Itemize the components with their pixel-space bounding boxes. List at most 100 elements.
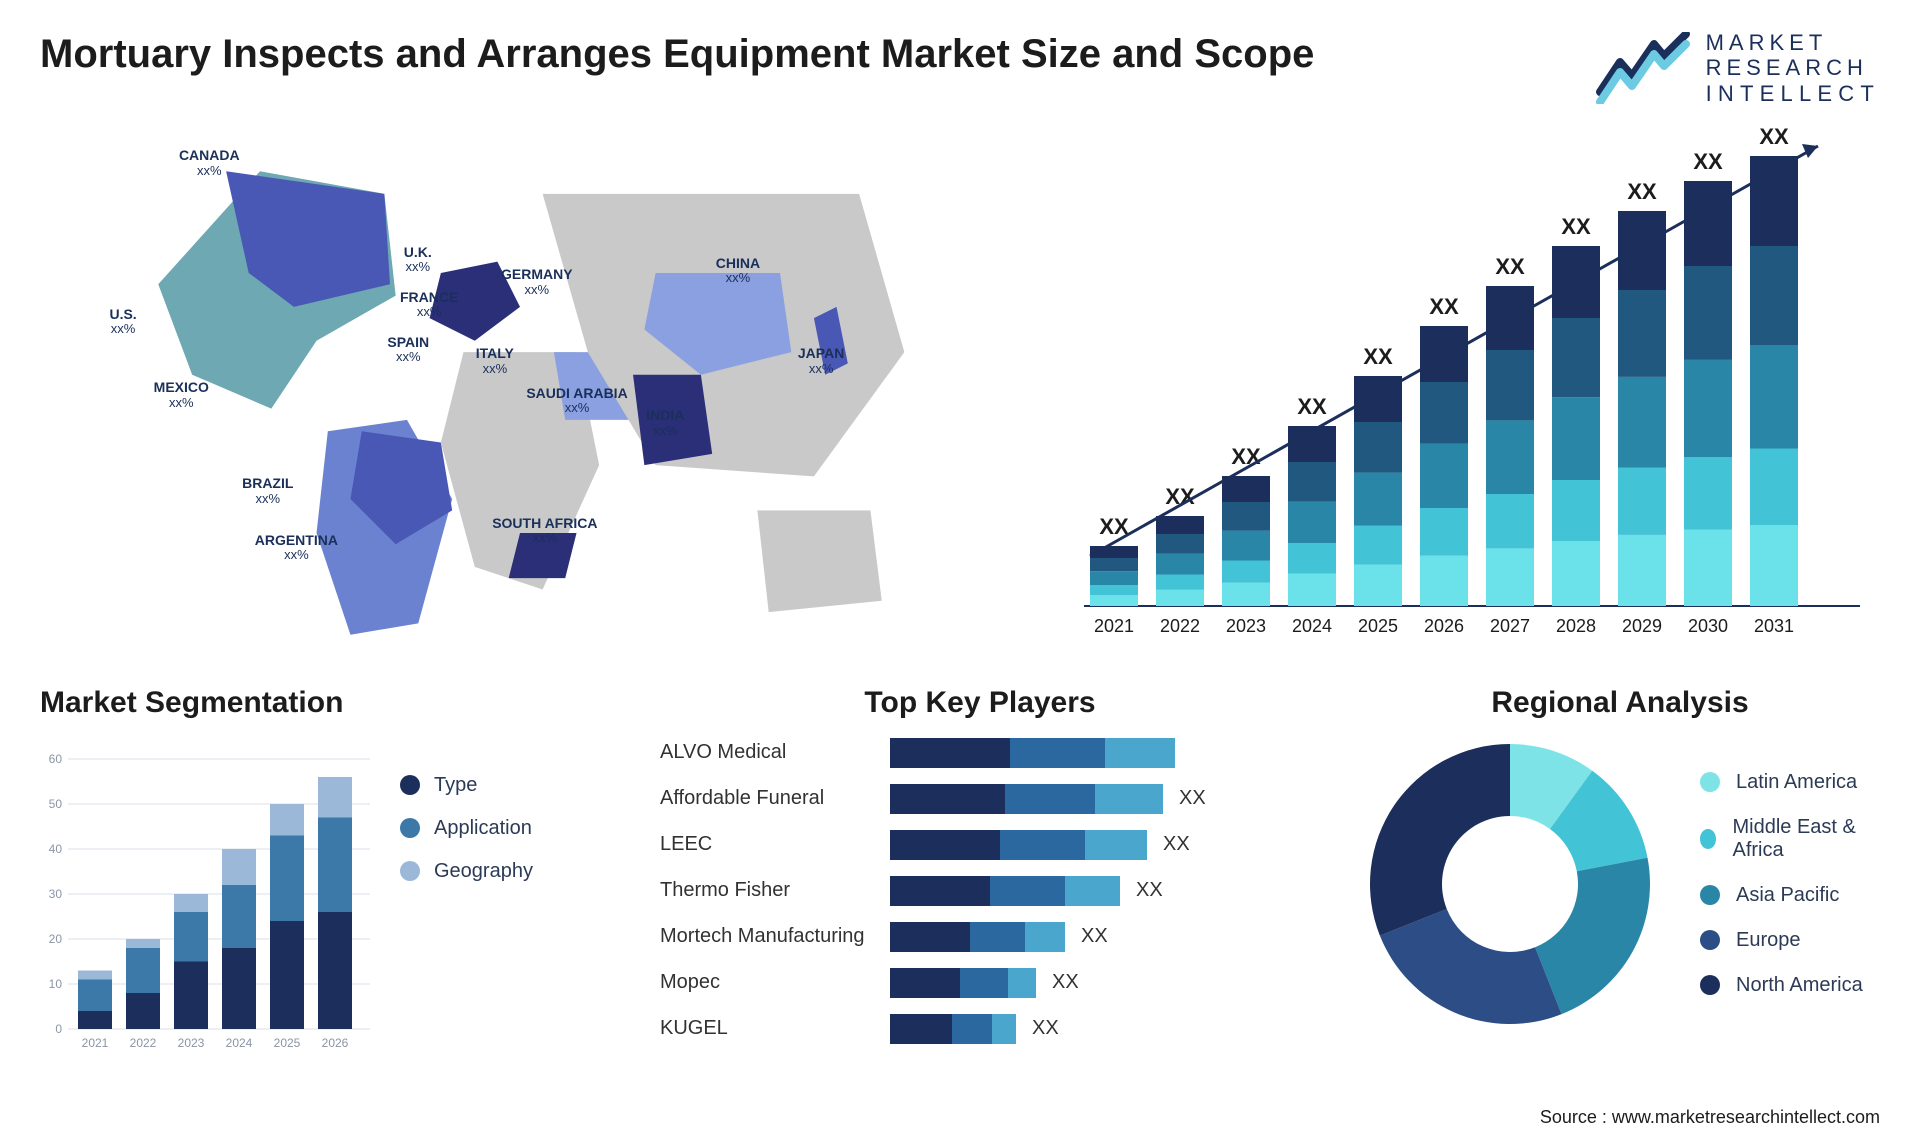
growth-bar-2031-seg3 <box>1750 246 1798 345</box>
growth-year-2025: 2025 <box>1358 616 1398 636</box>
growth-year-2026: 2026 <box>1424 616 1464 636</box>
svg-text:40: 40 <box>49 842 63 856</box>
growth-value-2030: XX <box>1693 149 1723 174</box>
growth-bar-2021-seg3 <box>1090 558 1138 571</box>
donut-slice-north-america <box>1370 744 1510 936</box>
growth-bar-2030-seg4 <box>1684 181 1732 266</box>
seg-bar-2022-type <box>126 993 160 1029</box>
growth-bar-2025-seg0 <box>1354 564 1402 605</box>
growth-bar-2029-seg2 <box>1618 377 1666 468</box>
growth-value-2025: XX <box>1363 344 1393 369</box>
kp-row-1: XX <box>890 780 1300 818</box>
kp-value-3: XX <box>1136 879 1163 902</box>
growth-value-2024: XX <box>1297 394 1327 419</box>
growth-bar-2027-seg2 <box>1486 420 1534 494</box>
seg-legend-application: Application <box>400 817 533 840</box>
svg-text:30: 30 <box>49 887 63 901</box>
growth-bar-2029-seg1 <box>1618 468 1666 535</box>
seg-legend-geography: Geography <box>400 860 533 883</box>
kp-seg-2-2 <box>1085 830 1147 860</box>
map-label-japan: JAPANxx% <box>798 346 844 376</box>
growth-value-2027: XX <box>1495 254 1525 279</box>
kp-seg-1-2 <box>1095 784 1163 814</box>
growth-bar-2026-seg1 <box>1420 508 1468 556</box>
kp-label-5: Mopec <box>660 964 870 1002</box>
growth-bar-2027-seg3 <box>1486 350 1534 420</box>
seg-bar-2021-geography <box>78 970 112 979</box>
svg-text:0: 0 <box>55 1022 62 1036</box>
map-label-saudi-arabia: SAUDI ARABIAxx% <box>526 386 627 416</box>
growth-bar-2025-seg2 <box>1354 472 1402 525</box>
growth-bar-2024-seg0 <box>1288 573 1336 605</box>
kp-seg-6-1 <box>952 1014 992 1044</box>
growth-chart: XX2021XX2022XX2023XX2024XX2025XX2026XX20… <box>1060 126 1880 646</box>
header: Mortuary Inspects and Arranges Equipment… <box>40 30 1880 106</box>
growth-value-2029: XX <box>1627 179 1657 204</box>
growth-bar-2030-seg0 <box>1684 529 1732 606</box>
page-title: Mortuary Inspects and Arranges Equipment… <box>40 30 1314 78</box>
growth-year-2021: 2021 <box>1094 616 1134 636</box>
map-region-oceania <box>757 510 881 612</box>
kp-seg-0-0 <box>890 738 1010 768</box>
kp-seg-5-2 <box>1008 968 1036 998</box>
seg-bar-2026-geography <box>318 777 352 818</box>
brand-logo-icon <box>1596 32 1692 104</box>
growth-bar-2023-seg2 <box>1222 530 1270 560</box>
map-label-brazil: BRAZILxx% <box>242 476 293 506</box>
growth-value-2031: XX <box>1759 126 1789 149</box>
kp-seg-4-2 <box>1025 922 1065 952</box>
key-players-bars: XXXXXXXXXXXX <box>890 734 1300 1048</box>
growth-bar-2022-seg4 <box>1156 516 1204 534</box>
kp-seg-6-0 <box>890 1014 952 1044</box>
growth-chart-svg: XX2021XX2022XX2023XX2024XX2025XX2026XX20… <box>1060 126 1880 646</box>
map-label-spain: SPAINxx% <box>387 335 429 365</box>
svg-text:2022: 2022 <box>130 1036 157 1050</box>
brand-line-1: MARKET <box>1706 30 1880 55</box>
source-text: Source : www.marketresearchintellect.com <box>1540 1107 1880 1128</box>
kp-seg-3-2 <box>1065 876 1120 906</box>
growth-bar-2031-seg2 <box>1750 345 1798 449</box>
kp-row-3: XX <box>890 872 1300 910</box>
kp-row-5: XX <box>890 964 1300 1002</box>
kp-row-2: XX <box>890 826 1300 864</box>
seg-bar-2022-geography <box>126 939 160 948</box>
svg-text:2023: 2023 <box>178 1036 205 1050</box>
growth-bar-2022-seg2 <box>1156 554 1204 575</box>
growth-year-2029: 2029 <box>1622 616 1662 636</box>
map-label-south-africa: SOUTH AFRICAxx% <box>492 516 597 546</box>
top-row: CANADAxx%U.S.xx%MEXICOxx%BRAZILxx%ARGENT… <box>40 126 1880 646</box>
growth-year-2030: 2030 <box>1688 616 1728 636</box>
growth-bar-2024-seg2 <box>1288 501 1336 542</box>
map-label-germany: GERMANYxx% <box>501 267 573 297</box>
growth-bar-2022-seg0 <box>1156 590 1204 606</box>
seg-bar-2021-application <box>78 979 112 1011</box>
regional-donut <box>1360 734 1660 1034</box>
map-label-mexico: MEXICOxx% <box>154 380 209 410</box>
kp-seg-0-2 <box>1105 738 1175 768</box>
growth-bar-2028-seg3 <box>1552 318 1600 397</box>
map-label-france: FRANCExx% <box>400 290 458 320</box>
kp-seg-5-0 <box>890 968 960 998</box>
growth-year-2023: 2023 <box>1226 616 1266 636</box>
growth-bar-2023-seg4 <box>1222 476 1270 502</box>
reg-legend-latin-america: Latin America <box>1700 771 1880 794</box>
regional-title: Regional Analysis <box>1360 686 1880 720</box>
seg-bar-2025-type <box>270 921 304 1029</box>
seg-legend-type: Type <box>400 774 533 797</box>
seg-bar-2024-application <box>222 885 256 948</box>
segmentation-title: Market Segmentation <box>40 686 600 720</box>
svg-text:20: 20 <box>49 932 63 946</box>
growth-bar-2030-seg2 <box>1684 359 1732 457</box>
growth-bar-2030-seg3 <box>1684 266 1732 360</box>
growth-value-2023: XX <box>1231 444 1261 469</box>
growth-bar-2027-seg0 <box>1486 548 1534 606</box>
svg-text:10: 10 <box>49 977 63 991</box>
seg-bar-2026-type <box>318 912 352 1029</box>
growth-bar-2027-seg1 <box>1486 494 1534 548</box>
growth-bar-2021-seg0 <box>1090 595 1138 606</box>
reg-legend-north-america: North America <box>1700 974 1880 997</box>
growth-bar-2028-seg0 <box>1552 541 1600 606</box>
kp-seg-4-0 <box>890 922 970 952</box>
kp-seg-1-0 <box>890 784 1005 814</box>
segmentation-legend: Type Application Geography <box>400 734 533 1054</box>
